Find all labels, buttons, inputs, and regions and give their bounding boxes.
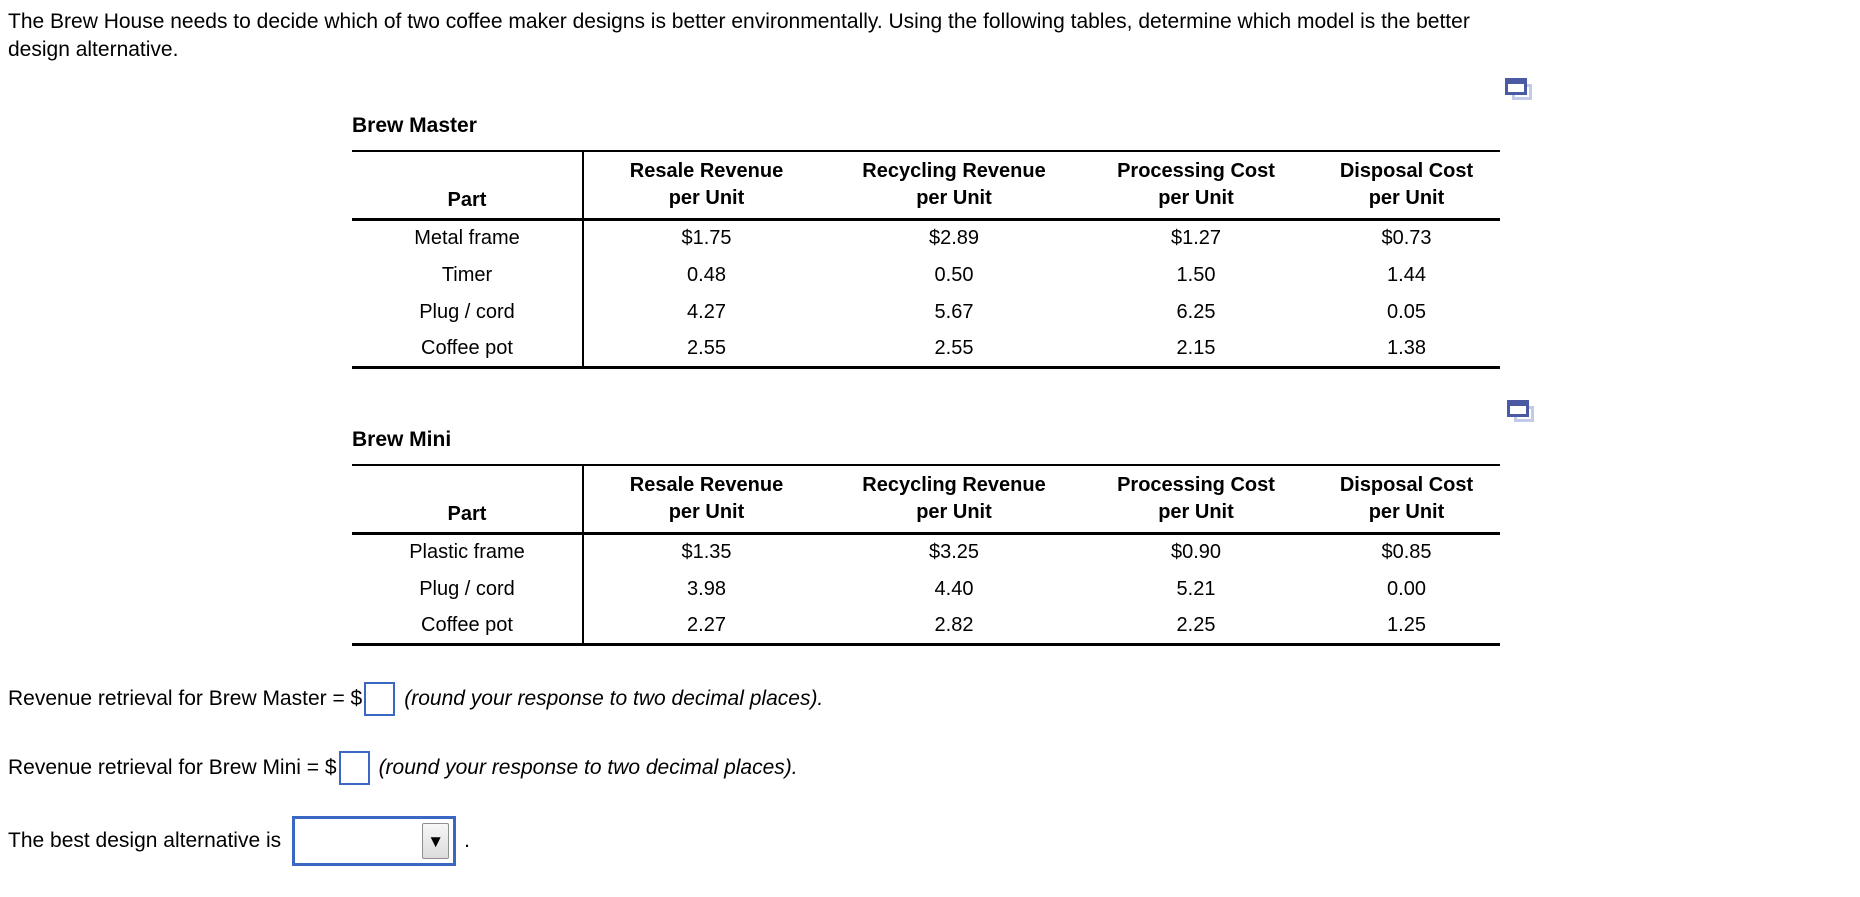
header-row: Part Resale Revenue per Unit Recycling R… [352, 465, 1500, 535]
column-header-disposal: Disposal Cost per Unit [1313, 151, 1500, 221]
header-row: Part Resale Revenue per Unit Recycling R… [352, 151, 1500, 221]
brew-mini-table: Part Resale Revenue per Unit Recycling R… [352, 464, 1500, 646]
value-cell: 0.50 [934, 263, 974, 286]
column-header-processing: Processing Cost per Unit [1079, 151, 1313, 221]
problem-statement-line1: The Brew House needs to decide which of … [8, 10, 1470, 33]
value-cell: 2.27 [687, 613, 726, 636]
popout-icon[interactable] [1506, 398, 1536, 425]
column-header-resale: Resale Revenue per Unit [583, 465, 829, 535]
column-header-resale: Resale Revenue per Unit [583, 151, 829, 221]
table-row: Coffee pot 2.27 2.82 2.25 1.25 [352, 607, 1500, 645]
value-cell: 1.38 [1387, 336, 1426, 359]
sentence-period: . [464, 829, 470, 852]
value-cell: 2.55 [687, 336, 726, 359]
table-row: Timer 0.48 0.50 1.50 1.44 [352, 256, 1500, 294]
table-row: Plastic frame $1.35 $3.25 $0.90 $0.85 [352, 533, 1500, 571]
brew-master-table: Part Resale Revenue per Unit Recycling R… [352, 150, 1500, 369]
value-cell: 4.27 [687, 300, 726, 323]
brew-master-section: Brew Master Part Resale Revenue per Unit… [352, 114, 1500, 369]
value-cell: 4.40 [934, 577, 974, 600]
value-cell: 1.25 [1387, 613, 1426, 636]
popout-icon [1507, 400, 1534, 422]
value-cell: 2.15 [1176, 336, 1216, 359]
brew-mini-revenue-input[interactable] [338, 751, 370, 785]
value-cell: 0.05 [1387, 300, 1426, 323]
value-cell: 1.50 [1176, 263, 1216, 286]
value-cell: $2.89 [928, 227, 980, 250]
brew-master-title: Brew Master [352, 114, 477, 137]
column-header-part: Part [352, 151, 584, 221]
value-cell: 2.82 [934, 613, 974, 636]
dropdown-arrow-button[interactable]: ▼ [422, 823, 450, 859]
part-cell: Metal frame [352, 219, 584, 257]
value-cell: 3.98 [687, 577, 726, 600]
column-header-part: Part [352, 465, 584, 535]
value-cell: 2.55 [934, 336, 974, 359]
question-brew-mini-label: Revenue retrieval for Brew Mini = $ [8, 756, 337, 779]
value-cell: 5.21 [1176, 577, 1216, 600]
question-brew-master: Revenue retrieval for Brew Master = $ (r… [8, 680, 823, 718]
value-cell: 6.25 [1176, 300, 1216, 323]
dropdown-arrow-icon: ▼ [427, 831, 445, 851]
problem-statement: The Brew House needs to decide which of … [8, 8, 1860, 64]
question-best-alternative-label: The best design alternative is [8, 829, 282, 852]
table-row: Plug / cord 4.27 5.67 6.25 0.05 [352, 293, 1500, 331]
value-cell: $0.90 [1170, 541, 1222, 564]
part-cell: Plug / cord [352, 570, 584, 608]
table-row: Plug / cord 3.98 4.40 5.21 0.00 [352, 570, 1500, 608]
table-row: Metal frame $1.75 $2.89 $1.27 $0.73 [352, 219, 1500, 257]
part-cell: Coffee pot [352, 607, 584, 645]
value-cell: $1.27 [1170, 227, 1222, 250]
value-cell: $1.35 [681, 541, 732, 564]
best-alternative-select[interactable]: ▼ [292, 816, 457, 866]
value-cell: $0.85 [1381, 541, 1432, 564]
value-cell: $1.75 [681, 227, 732, 250]
value-cell: $3.25 [928, 541, 980, 564]
question-brew-master-label: Revenue retrieval for Brew Master = $ [8, 687, 363, 710]
value-cell: 2.25 [1176, 613, 1216, 636]
problem-statement-line2: design alternative. [8, 38, 179, 61]
question-brew-mini: Revenue retrieval for Brew Mini = $ (rou… [8, 749, 798, 787]
part-cell: Plastic frame [352, 533, 584, 571]
brew-master-revenue-input[interactable] [364, 682, 396, 716]
value-cell: 5.67 [934, 300, 974, 323]
value-cell: 1.44 [1387, 263, 1426, 286]
rounding-hint: (round your response to two decimal plac… [378, 756, 798, 779]
value-cell: 0.00 [1387, 577, 1426, 600]
popout-icon [1505, 78, 1532, 100]
question-best-alternative: The best design alternative is ▼ . [8, 815, 470, 867]
column-header-recycling: Recycling Revenue per Unit [829, 151, 1079, 221]
brew-mini-section: Brew Mini Part Resale Revenue per Unit R… [352, 428, 1500, 646]
part-cell: Timer [352, 256, 584, 294]
column-header-disposal: Disposal Cost per Unit [1313, 465, 1500, 535]
column-header-recycling: Recycling Revenue per Unit [829, 465, 1079, 535]
popout-icon[interactable] [1504, 76, 1534, 103]
brew-mini-title: Brew Mini [352, 428, 452, 451]
column-header-processing: Processing Cost per Unit [1079, 465, 1313, 535]
part-cell: Plug / cord [352, 293, 584, 331]
table-row: Coffee pot 2.55 2.55 2.15 1.38 [352, 330, 1500, 368]
value-cell: $0.73 [1381, 227, 1432, 250]
part-cell: Coffee pot [352, 330, 584, 368]
value-cell: 0.48 [687, 263, 726, 286]
rounding-hint: (round your response to two decimal plac… [404, 687, 824, 710]
